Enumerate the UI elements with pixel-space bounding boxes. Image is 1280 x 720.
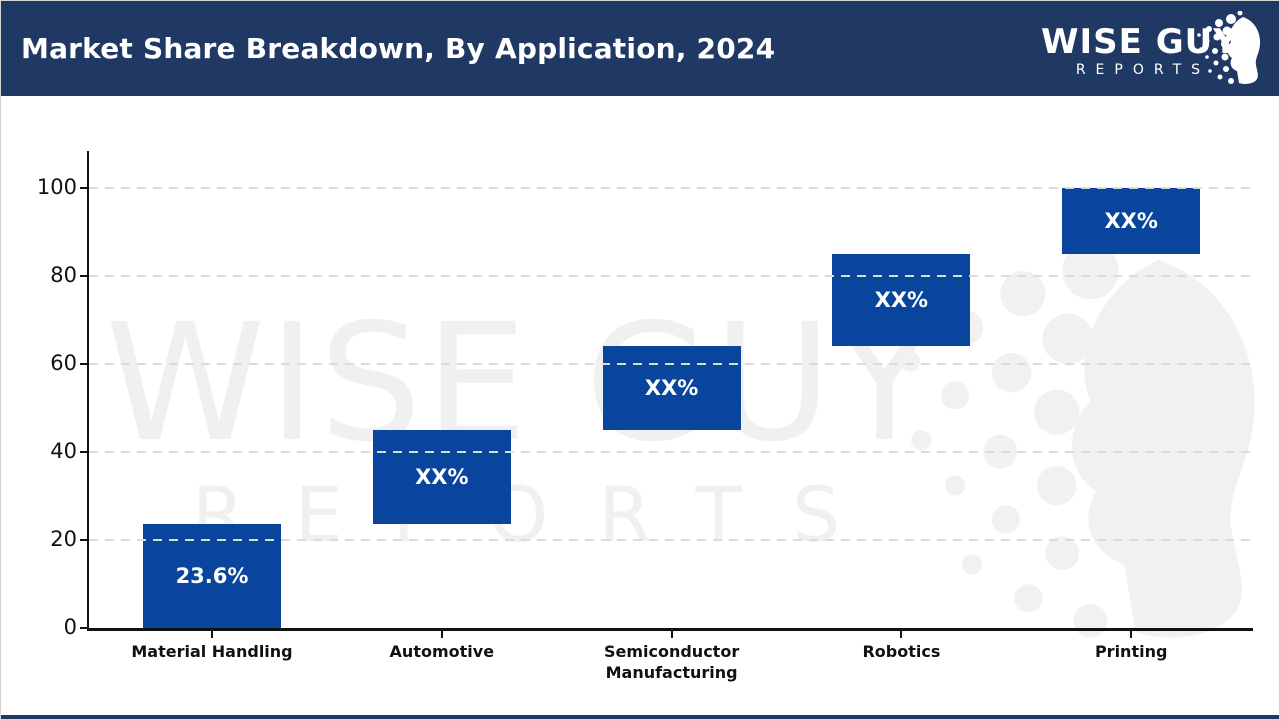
category-label-material-handling: Material Handling [131, 642, 293, 661]
gridline-20 [89, 539, 1253, 541]
gridline-80 [89, 275, 1253, 277]
chart-area: WISE GUY REPORTS 0 20 40 60 80 100 23.6% XX% XX%… [1, 96, 1279, 717]
page-title: Market Share Breakdown, By Application, … [21, 32, 776, 65]
bar-value-label: XX% [874, 288, 929, 313]
x-axis-tick-mark [1130, 630, 1133, 638]
dotted-head-profile-watermark-icon [899, 242, 1255, 638]
gridline-60 [89, 363, 1253, 365]
y-axis-tick-mark [80, 275, 88, 277]
y-axis-tick-mark [80, 363, 88, 365]
x-axis-tick-mark [211, 630, 213, 638]
bar-material-handling: 23.6% [143, 524, 281, 628]
y-axis-tick-label: 0 [63, 615, 77, 639]
brand-logo: WISE GUY REPORTS [1013, 9, 1263, 89]
gridline-40 [89, 451, 1253, 453]
bar-value-label: XX% [644, 376, 699, 401]
y-axis-tick-mark [80, 539, 88, 541]
bar-automotive: XX% [372, 430, 511, 525]
y-axis-tick-label: 100 [36, 175, 77, 199]
y-axis-tick-mark [80, 187, 88, 189]
bar-printing: XX% [1062, 188, 1201, 254]
bar-value-label: XX% [415, 465, 469, 490]
category-label-automotive: Automotive [389, 642, 495, 661]
x-axis-tick-mark [440, 630, 443, 638]
header-bar: Market Share Breakdown, By Application, … [1, 1, 1279, 96]
watermark-brand-text: WISE GUY [105, 290, 937, 478]
y-axis-tick-label: 80 [50, 263, 77, 287]
gridline-100 [89, 187, 1253, 189]
dotted-head-profile-icon [1197, 11, 1261, 84]
y-axis-tick-mark [80, 451, 88, 453]
category-label-printing: Printing [1094, 642, 1168, 661]
y-axis-tick-label: 20 [50, 527, 77, 551]
y-axis-tick-label: 40 [50, 439, 77, 463]
brand-subtitle-text: REPORTS [1075, 62, 1211, 78]
category-label-robotics: Robotics [862, 642, 941, 661]
bar-semiconductor-manufacturing: XX% [602, 346, 741, 430]
x-axis-tick-mark [900, 630, 903, 638]
bar-value-label: 23.6% [175, 564, 249, 589]
y-axis-tick-mark [80, 627, 88, 629]
x-axis-line [87, 628, 1253, 631]
y-axis-tick-label: 60 [50, 351, 77, 375]
bar-value-label: XX% [1104, 209, 1158, 233]
y-axis-line [87, 151, 89, 631]
x-axis-tick-mark [670, 630, 673, 638]
category-label-semiconductor-manufacturing: Semiconductor Manufacturing [603, 642, 740, 682]
bar-robotics: XX% [832, 254, 971, 347]
footer-bar [1, 715, 1279, 719]
